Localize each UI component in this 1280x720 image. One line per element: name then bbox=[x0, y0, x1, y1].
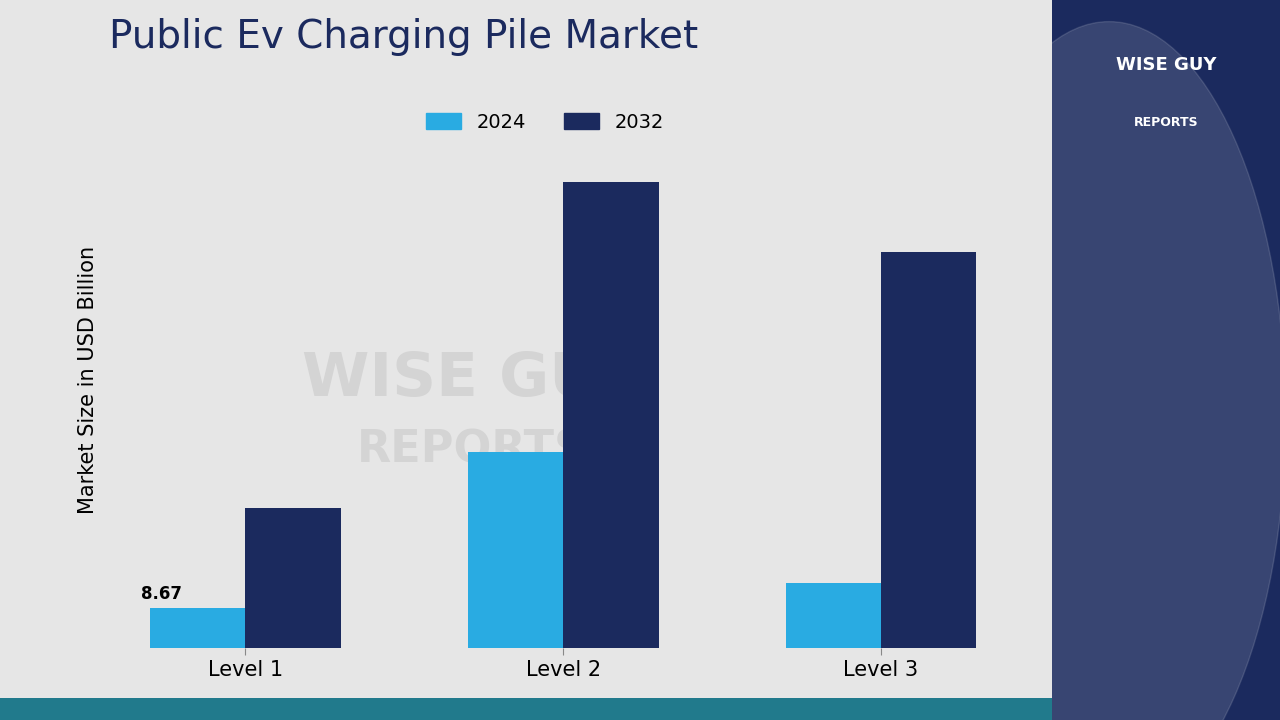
Text: WISE GUY: WISE GUY bbox=[1116, 55, 1216, 73]
Bar bbox=[246, 508, 340, 648]
Text: WISE GUY: WISE GUY bbox=[302, 351, 643, 409]
Text: REPORTS: REPORTS bbox=[357, 428, 588, 471]
Text: 8.67: 8.67 bbox=[141, 585, 182, 603]
Ellipse shape bbox=[933, 22, 1280, 720]
Bar bbox=[881, 251, 977, 648]
Bar bbox=[150, 608, 246, 648]
Y-axis label: Market Size in USD Billion: Market Size in USD Billion bbox=[78, 246, 97, 514]
Legend: 2024, 2032: 2024, 2032 bbox=[417, 105, 672, 140]
Bar bbox=[786, 582, 881, 648]
Text: Public Ev Charging Pile Market: Public Ev Charging Pile Market bbox=[109, 18, 698, 56]
Bar bbox=[468, 452, 563, 648]
Text: REPORTS: REPORTS bbox=[1134, 116, 1198, 129]
Bar bbox=[563, 181, 658, 648]
